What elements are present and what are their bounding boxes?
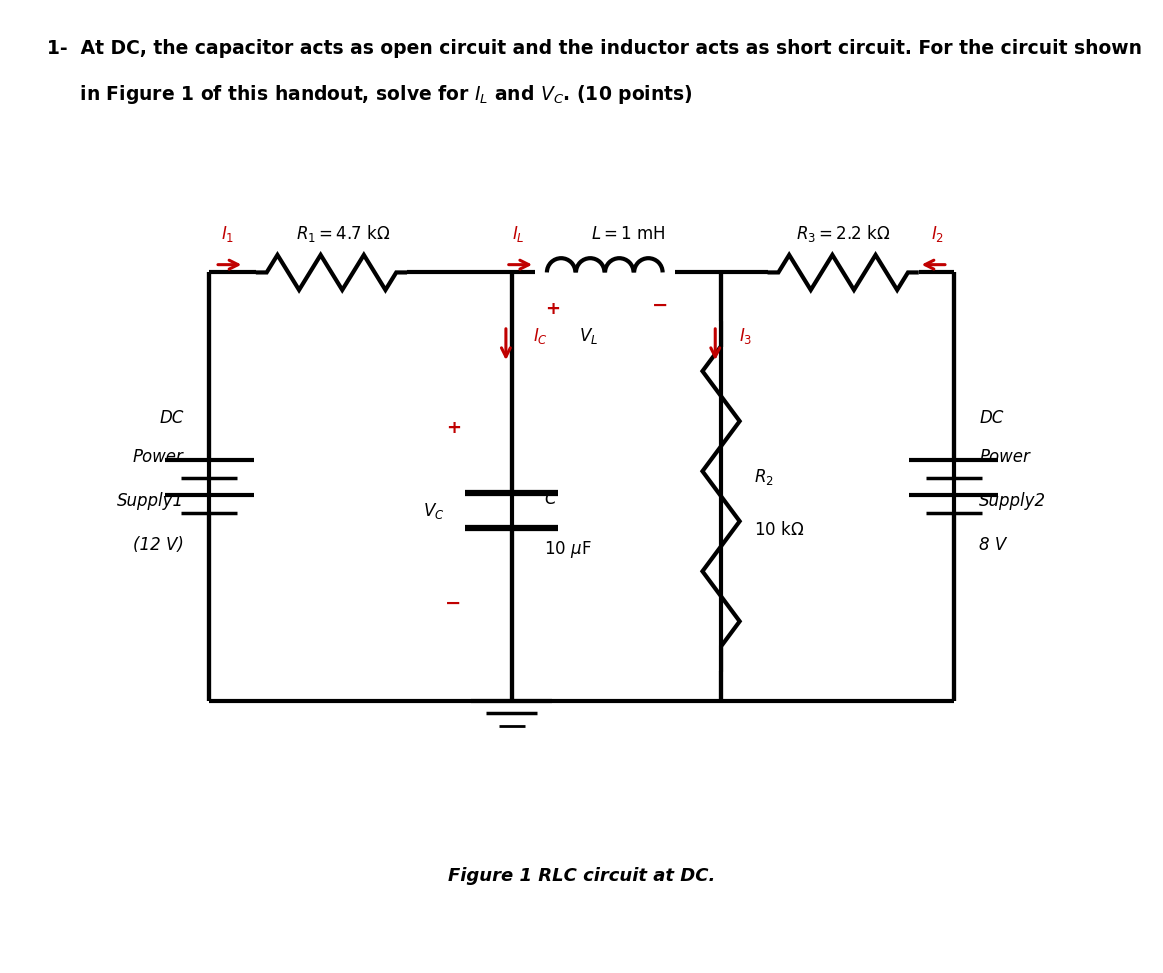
Text: $I_L$: $I_L$ [512, 224, 525, 243]
Text: Supply1: Supply1 [116, 492, 184, 510]
Text: $R_3 = 2.2\ \mathrm{k\Omega}$: $R_3 = 2.2\ \mathrm{k\Omega}$ [795, 223, 891, 244]
Text: $C$: $C$ [544, 490, 558, 508]
Text: Power: Power [133, 449, 184, 466]
Text: $10\ \mathrm{k\Omega}$: $10\ \mathrm{k\Omega}$ [754, 522, 804, 539]
Text: $10\ \mu\mathrm{F}$: $10\ \mu\mathrm{F}$ [544, 539, 592, 560]
Text: +: + [545, 301, 559, 318]
Text: −: − [445, 594, 462, 613]
Text: $R_1 = 4.7\ \mathrm{k\Omega}$: $R_1 = 4.7\ \mathrm{k\Omega}$ [295, 223, 391, 244]
Text: DC: DC [979, 410, 1004, 427]
Text: −: − [652, 296, 669, 315]
Text: $V_L$: $V_L$ [579, 326, 598, 345]
Text: $L = 1\ \mathrm{mH}$: $L = 1\ \mathrm{mH}$ [591, 225, 665, 242]
Text: DC: DC [159, 410, 184, 427]
Text: (12 V): (12 V) [133, 536, 184, 554]
Text: Power: Power [979, 449, 1030, 466]
Text: 8 V: 8 V [979, 536, 1006, 554]
Text: $R_2$: $R_2$ [754, 467, 773, 486]
Text: Figure 1 RLC circuit at DC.: Figure 1 RLC circuit at DC. [448, 867, 715, 884]
Text: Supply2: Supply2 [979, 492, 1047, 510]
Text: +: + [447, 419, 461, 437]
Text: in Figure 1 of this handout, solve for $I_L$ and $V_C$. (10 points): in Figure 1 of this handout, solve for $… [47, 83, 692, 106]
Text: $I_1$: $I_1$ [221, 224, 234, 243]
Text: $I_C$: $I_C$ [533, 326, 548, 345]
Text: 1-  At DC, the capacitor acts as open circuit and the inductor acts as short cir: 1- At DC, the capacitor acts as open cir… [47, 39, 1142, 58]
Text: $I_2$: $I_2$ [932, 224, 944, 243]
Text: $I_3$: $I_3$ [739, 326, 752, 345]
Text: $V_C$: $V_C$ [423, 501, 444, 521]
